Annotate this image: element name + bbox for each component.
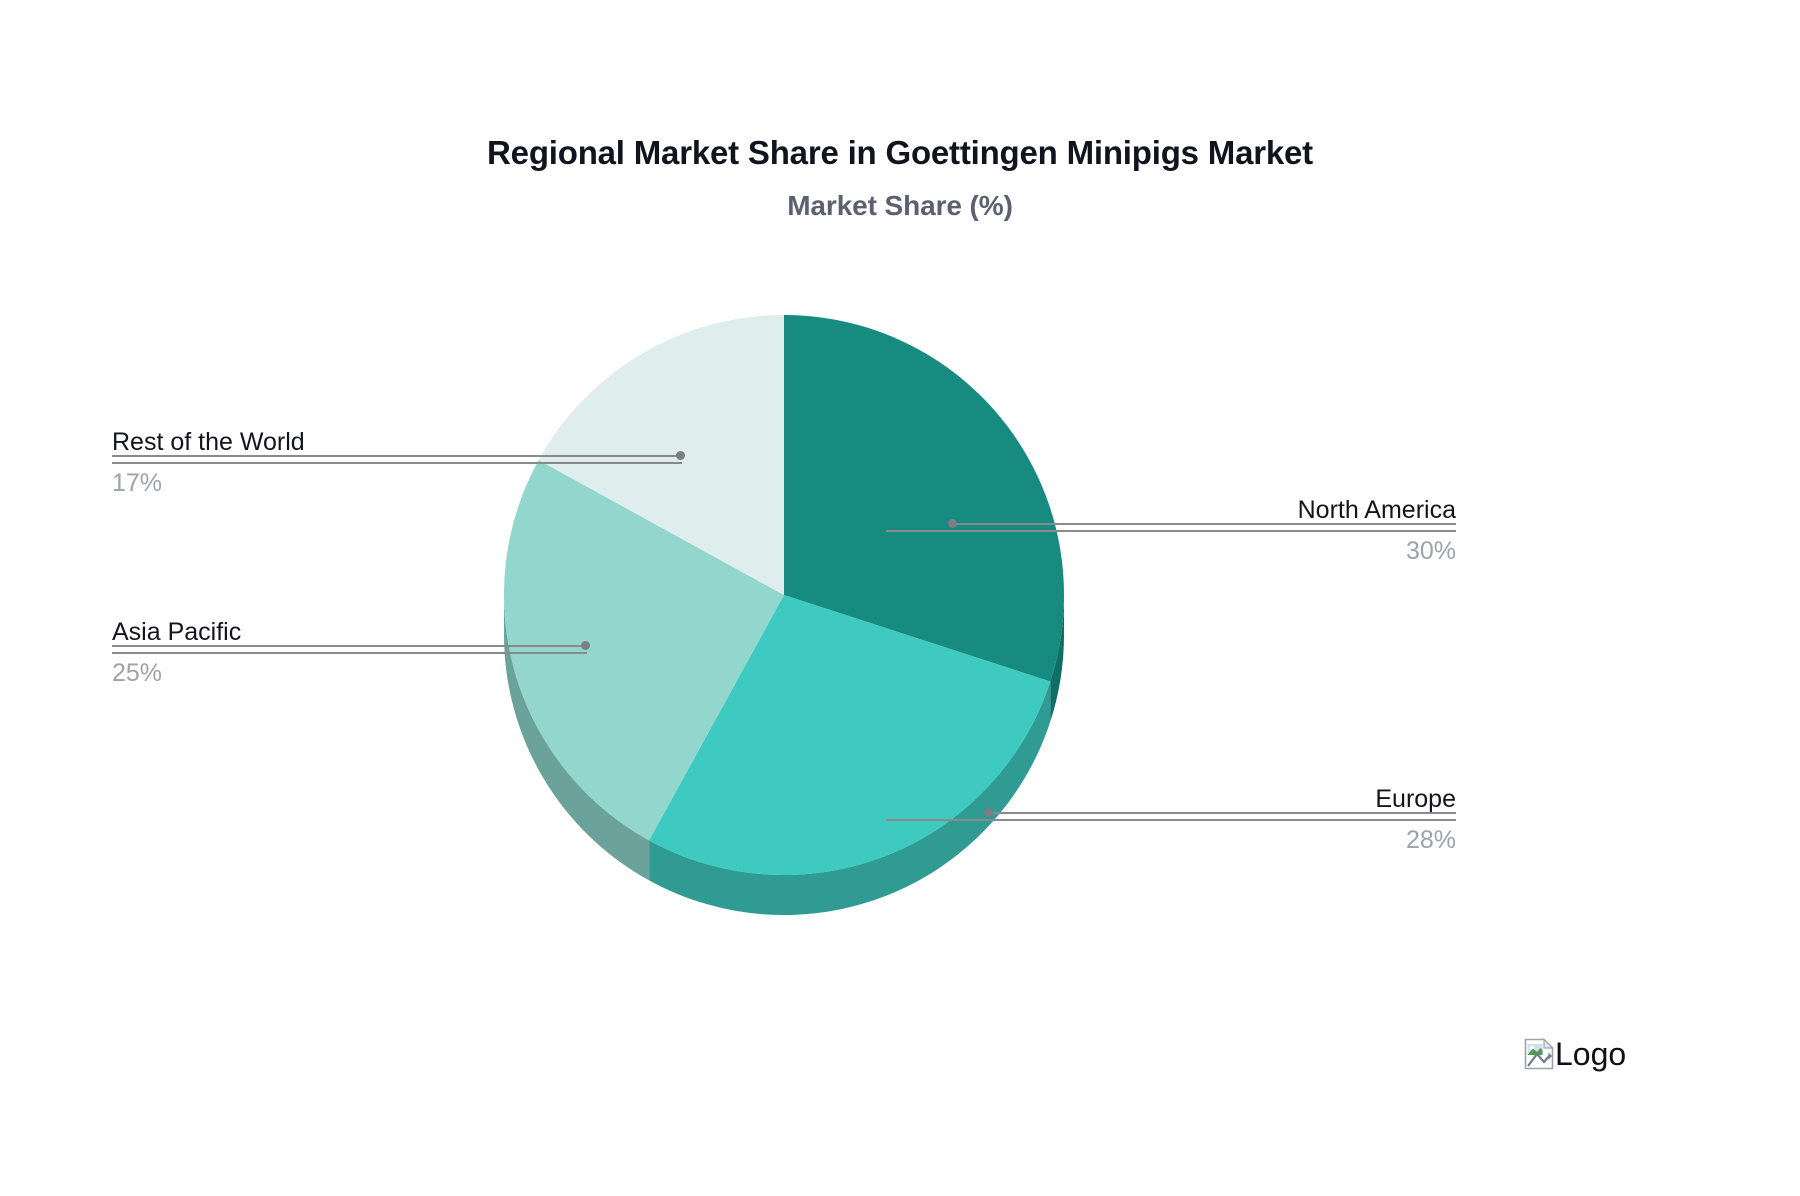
logo-placeholder[interactable]: Logo xyxy=(1524,1038,1626,1070)
leader-line-rest-of-the-world xyxy=(112,455,680,457)
leader-dot-asia-pacific xyxy=(581,641,590,650)
callout-label-rest-of-the-world: Rest of the World xyxy=(112,428,305,456)
pie-slice-side-europe xyxy=(649,681,1051,916)
pie-slice-asia-pacific xyxy=(503,460,784,841)
pie-depth-walls xyxy=(504,595,1064,916)
leader-dot-rest-of-the-world xyxy=(676,451,685,460)
pie-slice-europe xyxy=(649,595,1051,876)
leader-line-europe xyxy=(988,812,1456,814)
callout-label-north-america: North America xyxy=(1297,496,1456,524)
leader-line-asia-pacific xyxy=(112,645,585,647)
pie-slice-north-america xyxy=(784,315,1064,682)
pie-slice-side-asia-pacific xyxy=(504,595,650,881)
callout-label-europe: Europe xyxy=(1375,785,1456,813)
callout-rule-europe xyxy=(886,819,1456,821)
callout-label-asia-pacific: Asia Pacific xyxy=(112,618,242,646)
callout-value-europe: 28% xyxy=(1405,826,1456,854)
callout-rule-rest-of-the-world xyxy=(112,462,682,464)
logo-alt-text: Logo xyxy=(1555,1036,1627,1072)
callout-rule-north-america xyxy=(886,530,1456,532)
leader-line-north-america xyxy=(952,523,1456,525)
callout-rest-of-the-world[interactable]: Rest of the World 17% xyxy=(112,427,682,498)
callout-north-america[interactable]: North America 30% xyxy=(886,495,1456,566)
leader-dot-europe xyxy=(984,808,993,817)
chart-subtitle: Market Share (%) xyxy=(787,190,1013,221)
callout-rule-asia-pacific xyxy=(112,652,587,654)
callout-value-rest-of-the-world: 17% xyxy=(112,469,163,497)
callout-value-north-america: 30% xyxy=(1405,537,1456,565)
broken-image-icon xyxy=(1524,1038,1554,1070)
callout-asia-pacific[interactable]: Asia Pacific 25% xyxy=(112,617,587,688)
callout-value-asia-pacific: 25% xyxy=(112,659,163,687)
callout-europe[interactable]: Europe 28% xyxy=(886,784,1456,855)
leader-dot-north-america xyxy=(948,519,957,528)
pie-slice-side-north-america xyxy=(1050,595,1064,722)
chart-title: Regional Market Share in Goettingen Mini… xyxy=(487,134,1313,171)
